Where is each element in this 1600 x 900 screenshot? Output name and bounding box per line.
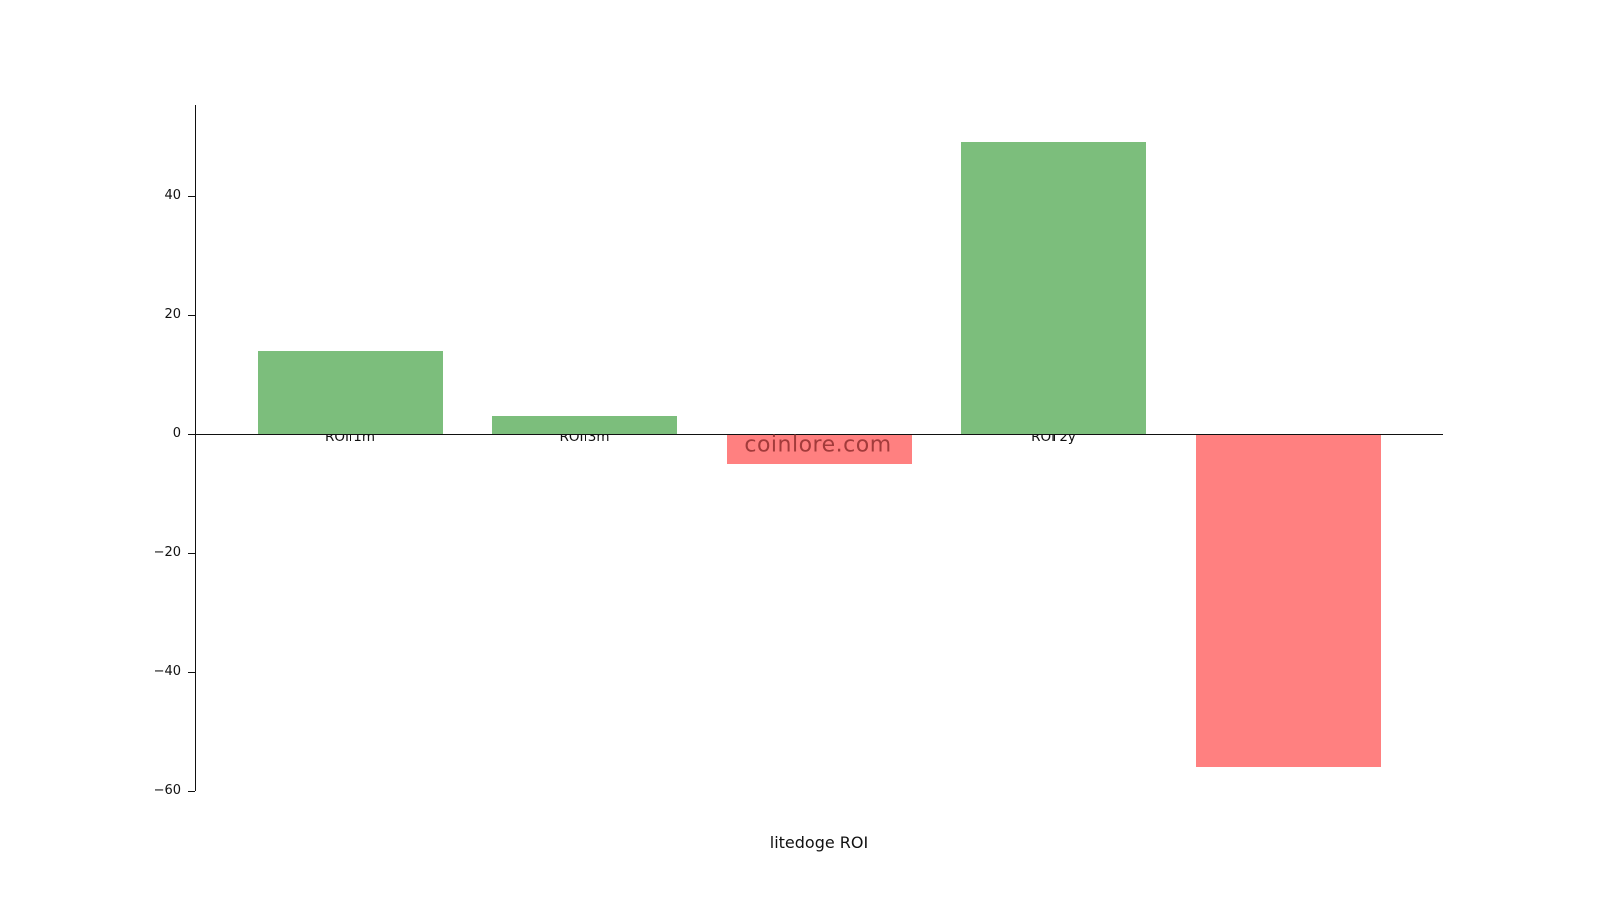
y-tick-mark bbox=[188, 434, 195, 435]
y-tick-mark bbox=[188, 791, 195, 792]
y-tick-mark bbox=[188, 196, 195, 197]
y-tick-label: 0 bbox=[172, 426, 181, 441]
x-tick-mark bbox=[584, 434, 586, 441]
bar-index-2 bbox=[726, 434, 912, 464]
y-tick-label: −20 bbox=[153, 545, 181, 560]
bar-index-4 bbox=[1195, 434, 1381, 768]
y-tick-mark bbox=[188, 315, 195, 316]
y-tick-label: −60 bbox=[153, 783, 181, 798]
bar-roi-3m bbox=[492, 416, 677, 434]
x-axis-title: litedoge ROI bbox=[769, 833, 869, 852]
x-axis-zero-line bbox=[195, 434, 1443, 435]
y-tick-mark bbox=[188, 672, 195, 673]
bar-roi-2y bbox=[961, 142, 1146, 434]
bar-roi-1m bbox=[257, 350, 443, 434]
watermark-text: coinlore.com bbox=[744, 432, 892, 458]
x-tick-mark bbox=[1053, 434, 1055, 441]
y-tick-label: −40 bbox=[153, 664, 181, 679]
y-tick-label: 40 bbox=[164, 188, 181, 203]
y-axis-spine bbox=[195, 105, 196, 791]
y-tick-label: 20 bbox=[164, 307, 181, 322]
y-tick-mark bbox=[188, 553, 195, 554]
x-tick-mark bbox=[350, 434, 351, 441]
